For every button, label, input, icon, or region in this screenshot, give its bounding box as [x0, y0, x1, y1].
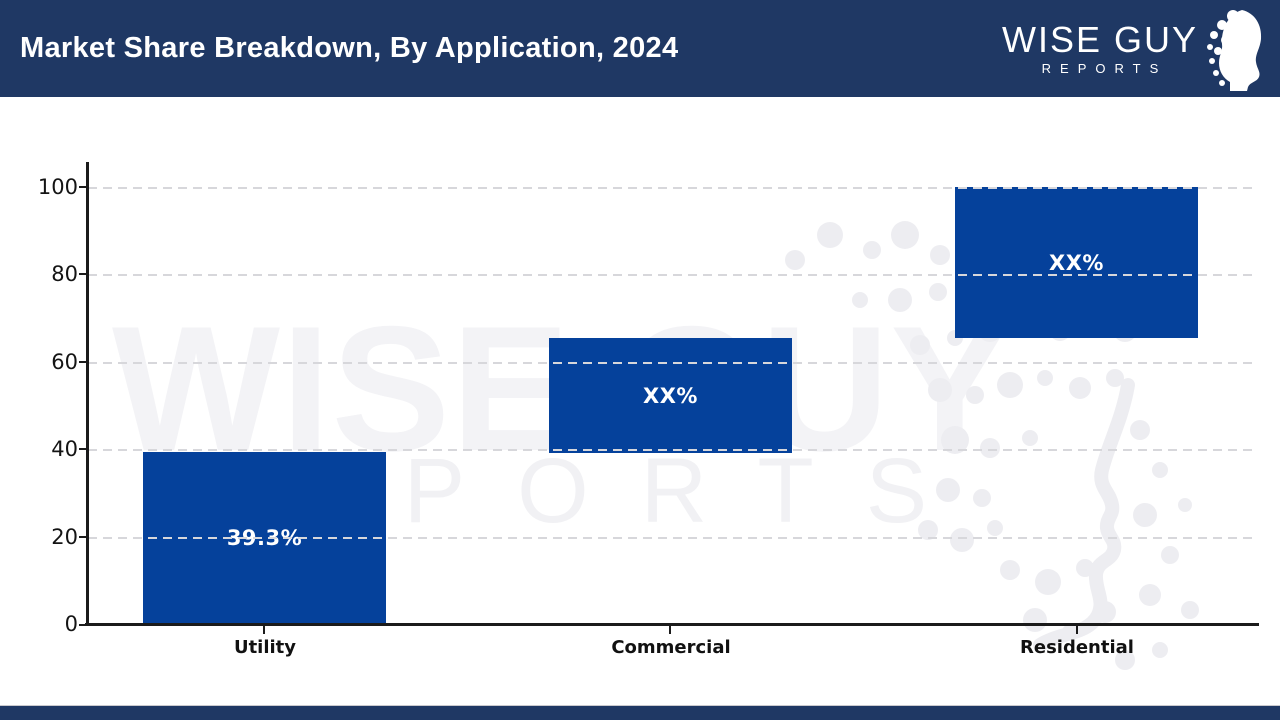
- y-tick-label-20: 20: [51, 525, 78, 549]
- chart-area: WISE GUY REPORTS: [0, 97, 1280, 706]
- gridline-100: [88, 187, 1257, 189]
- gridline-40: [88, 449, 1257, 451]
- bar-commercial: XX%: [549, 338, 792, 453]
- logo-wordmark-line1: WISE GUY: [1001, 19, 1198, 60]
- y-tick-label-60: 60: [51, 350, 78, 374]
- gridline-20: [88, 537, 1257, 539]
- y-tick-60: [79, 361, 87, 363]
- page-title: Market Share Breakdown, By Application, …: [20, 32, 679, 64]
- x-tick-utility: [263, 626, 265, 634]
- y-tick-0: [79, 624, 87, 626]
- y-tick-20: [79, 536, 87, 538]
- bar-residential: XX%: [955, 187, 1198, 338]
- category-label-residential: Residential: [1020, 637, 1134, 658]
- x-axis-line: [85, 623, 1259, 626]
- y-tick-label-80: 80: [51, 262, 78, 286]
- gridline-60: [88, 362, 1257, 364]
- bar-value-label-commercial: XX%: [643, 383, 698, 408]
- x-tick-commercial: [669, 626, 671, 634]
- category-label-commercial: Commercial: [611, 637, 731, 658]
- y-axis-line: [86, 162, 89, 626]
- logo-wordmark: WISE GUY REPORTS: [1001, 19, 1198, 76]
- y-tick-80: [79, 273, 87, 275]
- y-tick-40: [79, 448, 87, 450]
- header-bar: Market Share Breakdown, By Application, …: [0, 0, 1280, 97]
- y-tick-label-40: 40: [51, 437, 78, 461]
- footer-bar: [0, 705, 1280, 720]
- y-tick-label-0: 0: [64, 612, 78, 636]
- logo-wordmark-line2: REPORTS: [1041, 61, 1168, 76]
- gridline-80: [88, 274, 1257, 276]
- logo-face-icon: [1207, 9, 1262, 91]
- bar-value-label-residential: XX%: [1049, 250, 1104, 275]
- brand-logo: WISE GUY REPORTS: [1002, 7, 1280, 91]
- category-label-utility: Utility: [233, 637, 297, 658]
- y-tick-label-100: 100: [37, 175, 78, 199]
- x-tick-residential: [1076, 626, 1078, 634]
- y-tick-100: [79, 186, 87, 188]
